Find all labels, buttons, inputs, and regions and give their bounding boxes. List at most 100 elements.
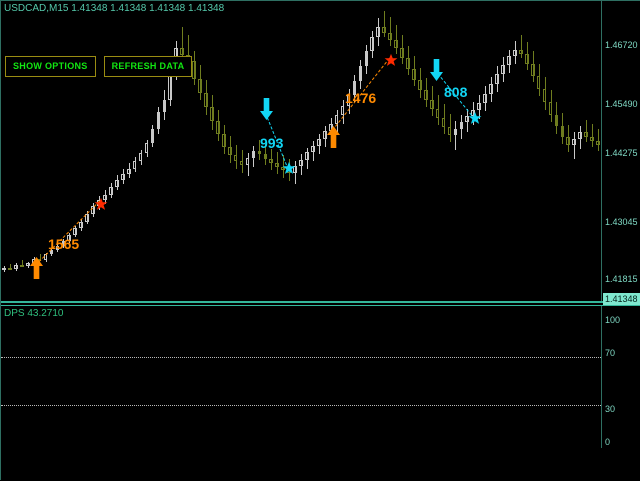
signal-pips-label: 993 (260, 135, 284, 151)
candle-wick (111, 183, 112, 199)
candle-body (340, 105, 345, 115)
candle-body (388, 32, 392, 40)
candle-wick (242, 149, 243, 174)
candle-wick (337, 109, 338, 133)
candle-body (423, 90, 428, 100)
candle-body (548, 102, 553, 115)
candle-body (435, 108, 440, 118)
candle-wick (473, 101, 474, 125)
candle-wick (533, 51, 534, 83)
signal-pips-label: 1565 (48, 236, 80, 252)
candle-body (560, 125, 565, 137)
candle-wick (325, 125, 326, 148)
price-tick-label: 1.46720 (605, 40, 638, 50)
candle-wick (467, 108, 468, 132)
candle-body (542, 89, 547, 103)
candle-wick (479, 95, 480, 119)
candle-body (459, 121, 464, 129)
candle-body (198, 79, 202, 93)
candle-wick (28, 261, 29, 269)
candle-body (14, 264, 18, 269)
candle-wick (509, 49, 510, 74)
candle-body (530, 64, 535, 77)
candle-body (91, 206, 95, 214)
candle-wick (218, 109, 219, 141)
candle-body (103, 194, 107, 200)
candle-body (162, 100, 167, 113)
candle-body (138, 153, 143, 162)
candle-wick (63, 238, 64, 248)
candle-wick (93, 202, 94, 217)
candle-body (115, 179, 119, 187)
candle-wick (384, 10, 385, 37)
candle-body (352, 81, 357, 96)
price-tick-label: 1.43045 (605, 217, 638, 227)
candle-body (120, 174, 125, 180)
candle-body (495, 74, 499, 85)
candle-body (61, 240, 66, 246)
candle-wick (16, 263, 17, 271)
candle-wick (69, 232, 70, 244)
candle-wick (497, 66, 498, 93)
time-axis[interactable] (1, 448, 640, 481)
candle-body (239, 161, 244, 166)
signal-pips-label: 1476 (345, 90, 377, 106)
candle-body (465, 115, 470, 122)
candle-body (322, 130, 327, 139)
price-tick-label: 1.44275 (605, 148, 638, 158)
candle-body (483, 94, 487, 103)
candle-body (524, 54, 529, 65)
refresh-data-button[interactable]: REFRESH DATA (103, 56, 193, 77)
candle-body (168, 74, 173, 100)
candle-wick (420, 67, 421, 98)
candle-body (299, 160, 303, 167)
indicator-tick-label: 70 (605, 348, 616, 358)
candle-wick (212, 95, 213, 130)
candle-wick (366, 44, 367, 75)
candle-body (281, 166, 285, 171)
candle-wick (75, 225, 76, 238)
candle-wick (81, 218, 82, 231)
candle-body (73, 228, 78, 235)
indicator-header-label: DPS 43.2710 (4, 308, 64, 319)
indicator-scale[interactable]: 100 70 30 0 (601, 306, 640, 448)
candle-body (536, 76, 541, 90)
show-options-button[interactable]: SHOW OPTIONS (5, 56, 96, 77)
candle-body (584, 132, 588, 137)
price-tick-label: 1.41815 (605, 274, 638, 284)
indicator-tick-label: 30 (605, 404, 616, 414)
time-tick-strip (1, 448, 601, 455)
candle-body (85, 213, 89, 222)
candle-body (269, 159, 274, 164)
candle-body (441, 117, 446, 127)
price-chart-pane: USDCAD,M15 1.41348 1.41348 1.41348 1.413… (1, 1, 640, 306)
signal-pips-label: 808 (444, 84, 468, 100)
candle-wick (461, 114, 462, 139)
candle-wick (527, 41, 528, 71)
candle-wick (521, 34, 522, 59)
candle-body (554, 114, 559, 126)
candle-body (43, 253, 48, 261)
candle-wick (414, 56, 415, 87)
candle-wick (105, 190, 106, 204)
candle-body (501, 65, 505, 75)
price-scale[interactable]: 1.46720 1.45490 1.44275 1.43045 1.41815 1.413… (601, 1, 640, 306)
candle-body (429, 100, 434, 109)
candle-wick (396, 24, 397, 55)
candle-wick (491, 77, 492, 102)
target-star-icon (94, 197, 108, 214)
candle-body (49, 249, 54, 254)
indicator-tick-label: 100 (605, 315, 621, 325)
candle-wick (158, 107, 159, 134)
candle-body (67, 234, 72, 241)
candle-wick (117, 175, 118, 191)
price-plot-area[interactable]: 1565 993 1476 808 (1, 1, 601, 301)
candle-wick (426, 77, 427, 108)
candle-wick (485, 86, 486, 111)
candle-body (382, 26, 386, 33)
candle-body (263, 154, 268, 160)
indicator-plot-area[interactable] (1, 306, 601, 448)
candle-wick (87, 210, 88, 225)
candle-wick (224, 124, 225, 155)
candle-wick (455, 120, 456, 150)
